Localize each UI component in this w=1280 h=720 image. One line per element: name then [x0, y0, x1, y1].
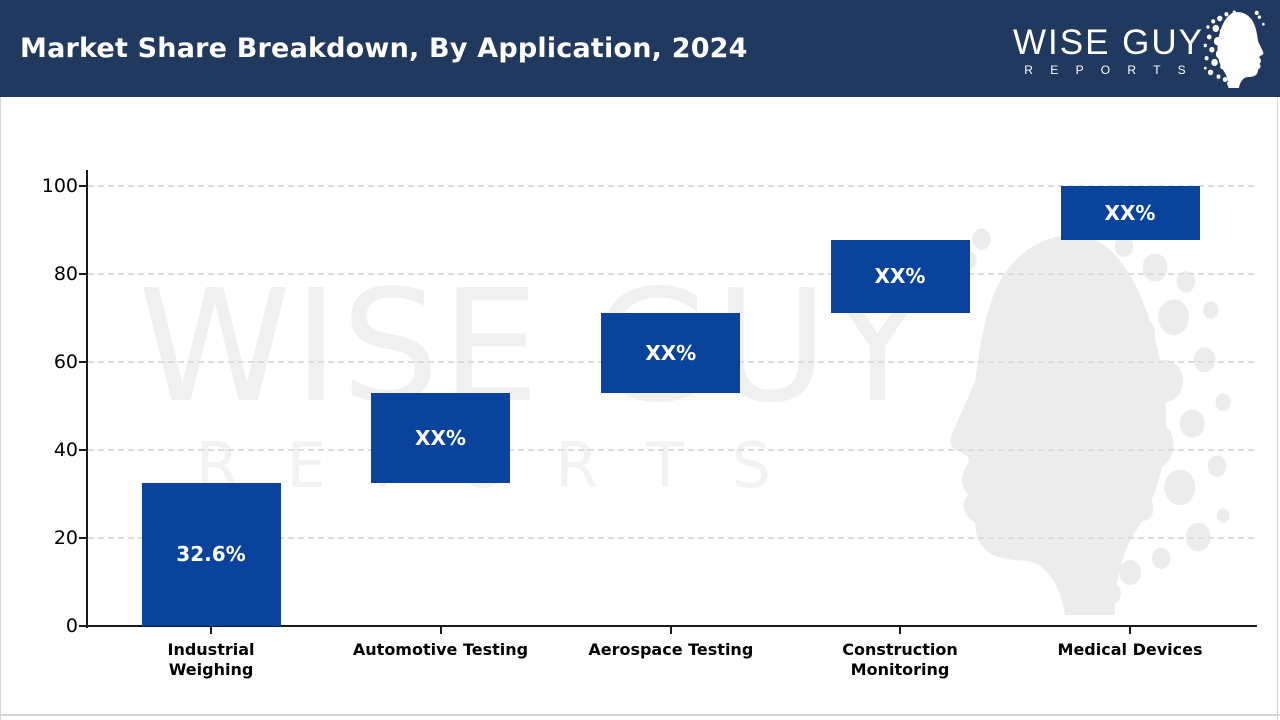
header: Market Share Breakdown, By Application, …	[0, 0, 1280, 97]
y-tick-label: 20	[53, 527, 78, 549]
logo-tagline-text: R E P O R T S	[1024, 62, 1193, 77]
logo-text: WISE GUY R E P O R T S	[1013, 25, 1204, 77]
bar-value-label: XX%	[415, 425, 466, 450]
wiseguy-logo: WISE GUY R E P O R T S	[1013, 10, 1266, 88]
gridline	[88, 537, 1255, 539]
bar-0: 32.6%	[141, 482, 281, 626]
y-tick-label: 100	[41, 175, 78, 197]
figure-bottom-border	[0, 714, 1280, 716]
bar-value-label: XX%	[1104, 201, 1156, 226]
gridline	[88, 273, 1255, 275]
bar-value-label: XX%	[874, 264, 926, 289]
x-tick-mark	[669, 627, 672, 634]
bar-3: XX%	[830, 240, 970, 313]
x-category-label: Aerospace Testing	[588, 640, 754, 659]
y-tick-mark	[79, 537, 87, 539]
x-axis-line	[86, 625, 1257, 627]
x-tick-mark	[210, 627, 212, 634]
gridline	[88, 185, 1255, 187]
bar-value-label: 32.6%	[176, 542, 246, 567]
y-tick-mark	[79, 185, 87, 187]
bar-4: XX%	[1060, 186, 1200, 241]
y-tick-label: 0	[65, 615, 78, 637]
y-tick-label: 40	[53, 439, 78, 461]
gridline	[88, 449, 1255, 451]
bar-1: XX%	[371, 392, 510, 483]
y-axis-line	[86, 170, 88, 628]
x-category-label: Automotive Testing	[352, 640, 529, 659]
chart-title: Market Share Breakdown, By Application, …	[20, 33, 748, 64]
bar-value-label: XX%	[645, 340, 697, 365]
logo-brand-text: WISE GUY	[1012, 22, 1204, 62]
x-category-label: Industrial Weighing	[167, 640, 255, 679]
x-tick-mark	[1129, 627, 1131, 634]
wiseguy-head-logo-icon	[1200, 10, 1266, 88]
x-category-label: Medical Devices	[1057, 640, 1203, 659]
x-tick-mark	[899, 627, 901, 634]
y-tick-mark	[79, 449, 87, 451]
y-tick-label: 60	[53, 351, 78, 373]
y-tick-mark	[79, 361, 87, 363]
x-category-label: Construction Monitoring	[842, 640, 958, 679]
y-tick-mark	[79, 625, 87, 627]
y-tick-mark	[79, 273, 87, 275]
bar-2: XX%	[601, 312, 741, 393]
y-tick-label: 80	[53, 263, 78, 285]
x-tick-mark	[439, 627, 442, 634]
